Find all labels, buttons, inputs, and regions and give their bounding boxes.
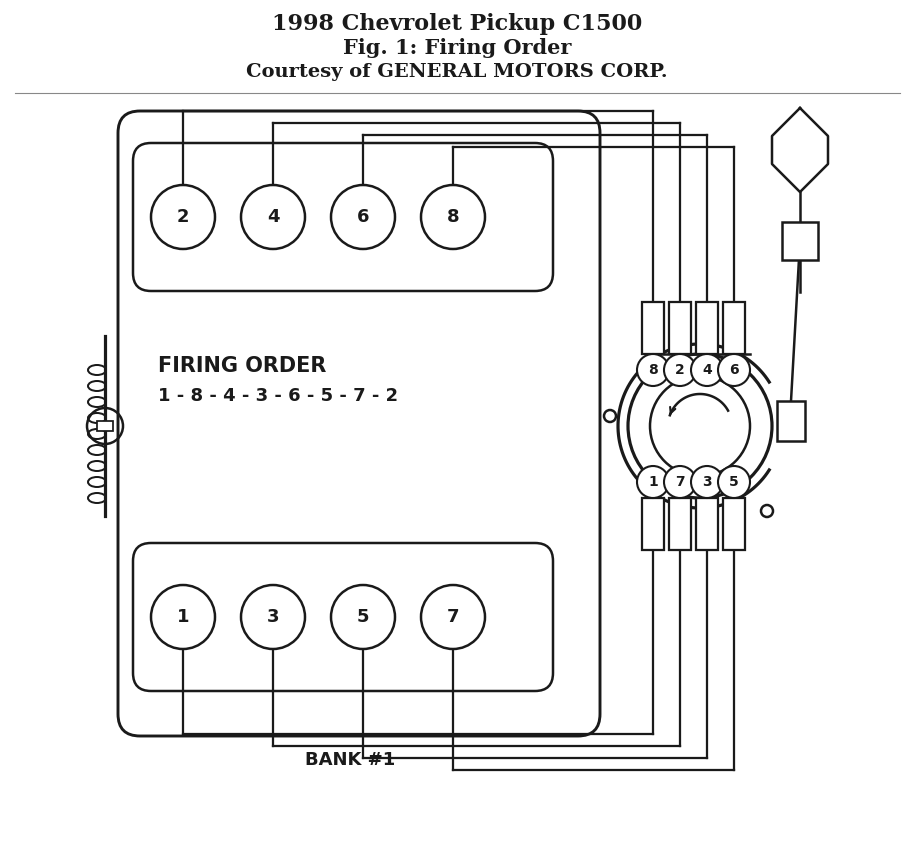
Bar xyxy=(669,498,691,550)
Text: 7: 7 xyxy=(447,608,459,626)
Text: 2: 2 xyxy=(177,208,189,226)
Text: 8: 8 xyxy=(648,363,658,377)
Text: 8: 8 xyxy=(447,208,459,226)
Circle shape xyxy=(718,354,750,386)
Bar xyxy=(696,302,718,354)
Circle shape xyxy=(421,585,485,649)
Text: Fig. 1: Firing Order: Fig. 1: Firing Order xyxy=(343,38,571,58)
Text: 1998 Chevrolet Pickup C1500: 1998 Chevrolet Pickup C1500 xyxy=(272,13,642,35)
Circle shape xyxy=(664,354,696,386)
Bar xyxy=(669,302,691,354)
Circle shape xyxy=(421,185,485,249)
Circle shape xyxy=(628,354,772,498)
Circle shape xyxy=(637,354,669,386)
Bar xyxy=(777,401,805,441)
Text: BANK #1: BANK #1 xyxy=(305,751,395,769)
Circle shape xyxy=(151,185,215,249)
Text: 6: 6 xyxy=(357,208,370,226)
Text: 7: 7 xyxy=(675,475,684,489)
Bar xyxy=(782,222,818,260)
Bar xyxy=(723,498,745,550)
Text: FIRING ORDER: FIRING ORDER xyxy=(158,356,327,376)
Circle shape xyxy=(691,354,723,386)
Text: 2: 2 xyxy=(675,363,684,377)
Circle shape xyxy=(151,585,215,649)
Text: 5: 5 xyxy=(729,475,739,489)
Text: 5: 5 xyxy=(357,608,370,626)
Text: 3: 3 xyxy=(702,475,712,489)
Text: 6: 6 xyxy=(729,363,738,377)
Circle shape xyxy=(241,185,305,249)
Circle shape xyxy=(604,410,616,422)
Bar xyxy=(97,421,113,431)
Circle shape xyxy=(664,466,696,498)
Bar xyxy=(696,498,718,550)
Circle shape xyxy=(691,466,723,498)
Text: 1 - 8 - 4 - 3 - 6 - 5 - 7 - 2: 1 - 8 - 4 - 3 - 6 - 5 - 7 - 2 xyxy=(158,387,398,405)
Circle shape xyxy=(718,466,750,498)
Bar xyxy=(723,302,745,354)
Circle shape xyxy=(637,466,669,498)
Circle shape xyxy=(331,185,395,249)
Bar xyxy=(642,302,664,354)
Text: 1: 1 xyxy=(648,475,658,489)
Bar xyxy=(642,498,664,550)
Text: 1: 1 xyxy=(177,608,189,626)
Text: 4: 4 xyxy=(702,363,712,377)
Circle shape xyxy=(761,505,773,517)
Circle shape xyxy=(241,585,305,649)
Text: Courtesy of GENERAL MOTORS CORP.: Courtesy of GENERAL MOTORS CORP. xyxy=(246,63,668,81)
Text: 4: 4 xyxy=(267,208,279,226)
Circle shape xyxy=(331,585,395,649)
Text: 3: 3 xyxy=(267,608,279,626)
